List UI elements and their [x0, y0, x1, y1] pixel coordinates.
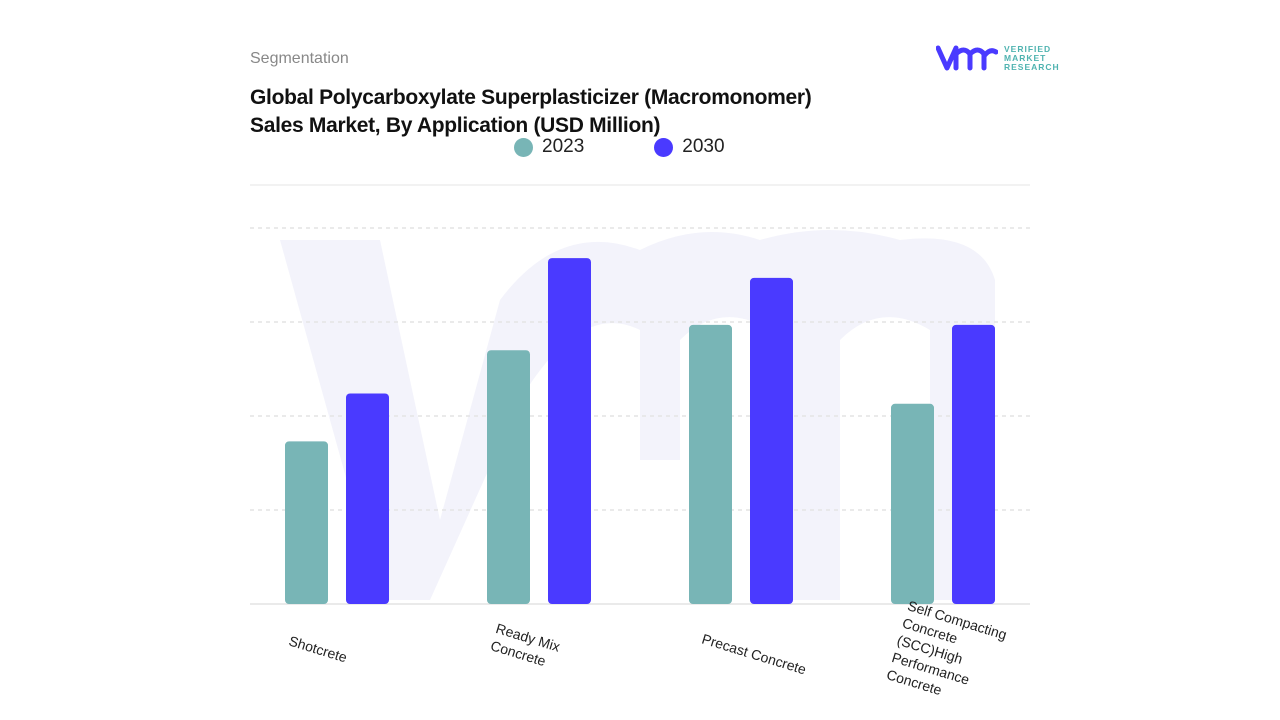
- title-line-1: Global Polycarboxylate Superplasticizer …: [250, 86, 812, 109]
- bar-2023-1: [487, 350, 530, 604]
- legend-swatch-2023: [514, 137, 533, 157]
- bar-2030-0: [346, 393, 389, 604]
- legend-swatch-2030: [654, 137, 674, 157]
- bar-2023-3: [891, 403, 934, 604]
- legend-label-2030: 2030: [682, 136, 725, 157]
- section-label: Segmentation: [250, 50, 349, 67]
- legend: 2023 2030: [514, 136, 725, 158]
- chart-title: Global Polycarboxylate Superplasticizer …: [250, 84, 812, 140]
- legend-label-2023: 2023: [542, 136, 585, 157]
- bar-2023-0: [285, 441, 328, 604]
- title-line-2: Sales Market, By Application (USD Millio…: [250, 114, 661, 137]
- bar-2030-3: [952, 324, 995, 604]
- logo-text-3: RESEARCH: [1004, 61, 1060, 72]
- legend-item-2023: 2023: [514, 136, 584, 158]
- bar-2023-2: [689, 324, 732, 604]
- bar-2030-1: [548, 258, 591, 604]
- bar-2030-2: [750, 277, 793, 604]
- logo-text-1: VERIFIED: [1004, 43, 1052, 54]
- watermark: [280, 230, 995, 600]
- vmr-logo: VERIFIED MARKET RESEARCH: [936, 44, 1060, 72]
- legend-item-2030: 2030: [654, 136, 725, 158]
- vmr-logo-icon: [936, 45, 998, 71]
- logo-text-2: MARKET: [1004, 52, 1047, 63]
